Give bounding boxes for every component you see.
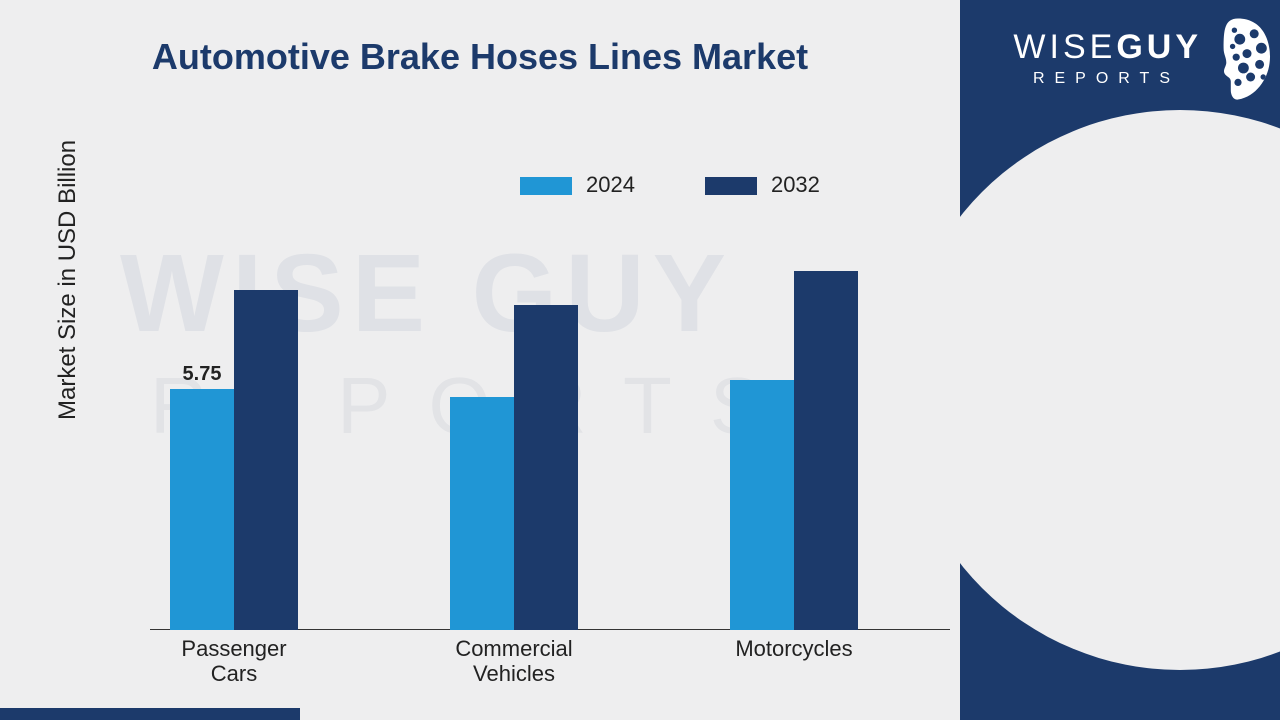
bar-value-label: 5.75 [183, 363, 222, 386]
x-axis-label: PassengerCars [134, 636, 334, 687]
brand-logo: WISEGUY [1013, 28, 1202, 67]
bar [170, 389, 234, 631]
bar [514, 305, 578, 631]
chart-canvas: WISEGUY REPORTS WISE GUY REPORTS Automot… [0, 0, 1280, 720]
bar [794, 271, 858, 630]
brand-head-icon [1184, 14, 1274, 104]
legend-item-2032: 2032 [705, 172, 820, 198]
legend-label-2032: 2032 [771, 172, 820, 197]
legend-swatch-2024 [520, 177, 572, 195]
legend-item-2024: 2024 [520, 172, 635, 198]
legend-label-2024: 2024 [586, 172, 635, 197]
brand-logo-word1: WISE [1013, 28, 1116, 66]
chart-title: Automotive Brake Hoses Lines Market [0, 36, 960, 78]
y-axis-label: Market Size in USD Billion [54, 140, 82, 420]
bar [730, 380, 794, 630]
x-axis-label: CommercialVehicles [414, 636, 614, 687]
brand-logo-sub: REPORTS [1033, 70, 1180, 88]
brand-circle-cutout [900, 110, 1280, 670]
bar [234, 290, 298, 630]
legend: 2024 2032 [520, 172, 820, 198]
bar [450, 397, 514, 630]
legend-swatch-2032 [705, 177, 757, 195]
footer-accent-bar [0, 708, 300, 720]
plot-area [150, 210, 950, 630]
x-axis-label: Motorcycles [694, 636, 894, 661]
